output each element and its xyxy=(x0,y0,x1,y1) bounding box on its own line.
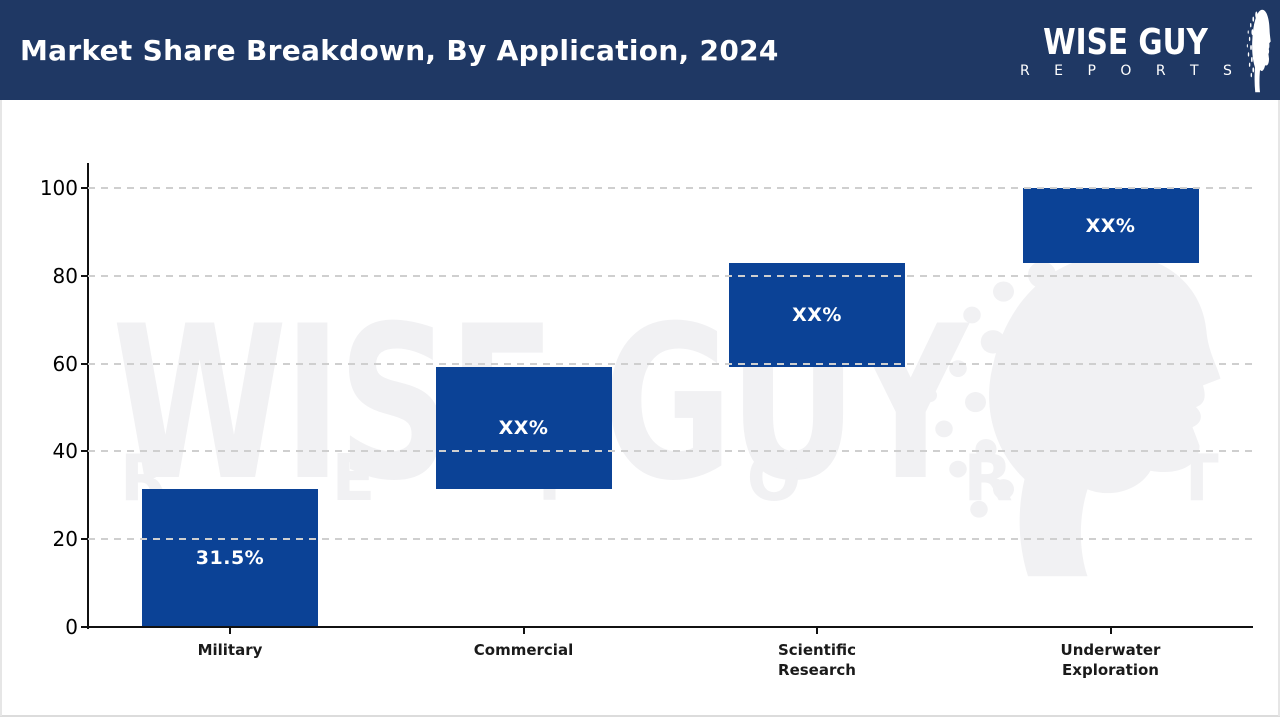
bar-label: XX% xyxy=(792,304,842,327)
x-tick-mark xyxy=(1109,628,1112,634)
x-tick-mark xyxy=(522,628,525,634)
left-border xyxy=(0,100,2,716)
x-tick-label: Commercial xyxy=(414,640,634,660)
x-tick-mark xyxy=(816,628,818,634)
x-tick-label-line: Military xyxy=(197,641,263,659)
x-tick-label: Underwater Exploration xyxy=(1001,640,1221,680)
bar-military: 31.5% xyxy=(142,488,318,627)
y-tick-label: 20 xyxy=(52,527,78,552)
brand-name: WISE GUY xyxy=(1043,21,1209,63)
gridline xyxy=(88,538,1253,541)
y-tick-label: 40 xyxy=(52,439,78,464)
header: Market Share Breakdown, By Application, … xyxy=(0,0,1280,100)
x-tick-label-line: Research xyxy=(778,661,856,679)
brand-subtitle: R E P O R T S xyxy=(1020,62,1242,79)
bar-scientific-research: XX% xyxy=(729,263,905,368)
x-tick-label: Military xyxy=(120,640,340,660)
gridline xyxy=(88,187,1253,189)
gridline xyxy=(88,362,1253,365)
y-tick-label: 0 xyxy=(65,615,78,639)
y-tick-mark xyxy=(81,362,87,365)
y-tick-label: 60 xyxy=(52,351,78,376)
x-tick-label-line: Exploration xyxy=(1062,661,1159,679)
bar-label: 31.5% xyxy=(195,546,265,569)
brand-logo-text: WISE GUY R E P O R T S xyxy=(1010,21,1242,79)
y-tick-mark xyxy=(81,187,87,189)
gridline xyxy=(88,450,1253,453)
watermark-head-icon xyxy=(923,254,1221,577)
y-tick-mark xyxy=(81,626,87,628)
y-tick-mark xyxy=(81,450,87,453)
x-tick-label: Scientific Research xyxy=(707,640,927,680)
page-title: Market Share Breakdown, By Application, … xyxy=(20,33,779,67)
y-tick-mark xyxy=(81,274,87,277)
x-tick-label-line: Commercial xyxy=(473,641,574,659)
x-axis-line xyxy=(87,626,1253,628)
bar-label: XX% xyxy=(498,416,549,439)
y-tick-label: 100 xyxy=(39,176,78,200)
gridline xyxy=(88,274,1253,277)
x-tick-mark xyxy=(229,628,231,634)
y-axis-line xyxy=(87,163,89,629)
x-tick-label-line: Underwater xyxy=(1060,641,1161,659)
bar-label: XX% xyxy=(1085,214,1136,237)
bar-underwater-exploration: XX% xyxy=(1022,188,1199,264)
wiseguy-head-icon xyxy=(1246,9,1271,93)
x-tick-label-line: Scientific xyxy=(777,641,856,659)
y-tick-mark xyxy=(81,538,87,541)
brand-logo: WISE GUY R E P O R T S xyxy=(1010,6,1272,96)
bottom-border xyxy=(0,715,1280,717)
bar-commercial: XX% xyxy=(435,367,612,489)
right-border xyxy=(1278,100,1280,716)
y-tick-label: 80 xyxy=(52,263,78,288)
